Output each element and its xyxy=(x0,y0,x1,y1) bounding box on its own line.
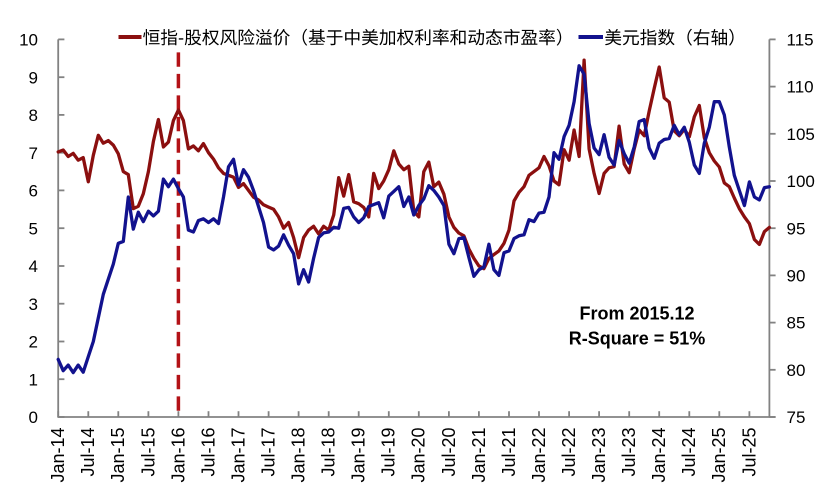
svg-text:Jul-20: Jul-20 xyxy=(439,428,459,477)
svg-text:7: 7 xyxy=(29,144,38,163)
svg-text:100: 100 xyxy=(787,172,815,191)
svg-text:110: 110 xyxy=(787,78,814,97)
svg-text:R-Square = 51%: R-Square = 51% xyxy=(569,329,706,349)
svg-text:Jan-17: Jan-17 xyxy=(228,428,248,483)
svg-text:Jul-17: Jul-17 xyxy=(259,428,279,477)
svg-text:3: 3 xyxy=(29,295,38,314)
svg-text:Jul-23: Jul-23 xyxy=(619,428,639,477)
svg-text:Jan-25: Jan-25 xyxy=(709,428,729,483)
svg-text:4: 4 xyxy=(29,257,38,276)
svg-text:Jul-15: Jul-15 xyxy=(138,428,158,477)
svg-text:Jul-25: Jul-25 xyxy=(739,428,759,477)
svg-text:Jan-24: Jan-24 xyxy=(649,428,669,483)
svg-text:From 2015.12: From 2015.12 xyxy=(579,304,694,324)
svg-text:Jul-16: Jul-16 xyxy=(198,428,218,477)
svg-text:Jan-18: Jan-18 xyxy=(289,428,309,483)
svg-text:115: 115 xyxy=(787,31,814,50)
svg-text:Jan-23: Jan-23 xyxy=(589,428,609,483)
svg-text:105: 105 xyxy=(787,125,815,144)
svg-text:1: 1 xyxy=(29,370,38,389)
svg-text:Jul-19: Jul-19 xyxy=(379,428,399,477)
svg-text:Jan-16: Jan-16 xyxy=(168,428,188,483)
svg-text:Jan-21: Jan-21 xyxy=(469,428,489,483)
svg-text:8: 8 xyxy=(29,106,38,125)
svg-text:Jul-22: Jul-22 xyxy=(559,428,579,477)
svg-text:Jan-14: Jan-14 xyxy=(48,428,68,483)
svg-text:95: 95 xyxy=(787,219,806,238)
svg-text:Jul-24: Jul-24 xyxy=(679,428,699,477)
svg-text:75: 75 xyxy=(787,408,806,427)
svg-text:80: 80 xyxy=(787,361,806,380)
svg-text:2: 2 xyxy=(29,333,38,352)
svg-text:6: 6 xyxy=(29,182,38,201)
svg-text:5: 5 xyxy=(29,219,38,238)
svg-text:Jan-15: Jan-15 xyxy=(108,428,128,483)
svg-text:0: 0 xyxy=(29,408,38,427)
svg-text:Jul-14: Jul-14 xyxy=(78,428,98,477)
svg-text:Jan-20: Jan-20 xyxy=(409,428,429,483)
svg-text:90: 90 xyxy=(787,267,806,286)
svg-text:Jul-18: Jul-18 xyxy=(319,428,339,477)
svg-text:85: 85 xyxy=(787,314,806,333)
svg-text:10: 10 xyxy=(19,31,38,50)
svg-text:Jul-21: Jul-21 xyxy=(499,428,519,477)
svg-text:Jan-19: Jan-19 xyxy=(349,428,369,483)
svg-text:9: 9 xyxy=(29,68,38,87)
svg-text:Jan-22: Jan-22 xyxy=(529,428,549,483)
